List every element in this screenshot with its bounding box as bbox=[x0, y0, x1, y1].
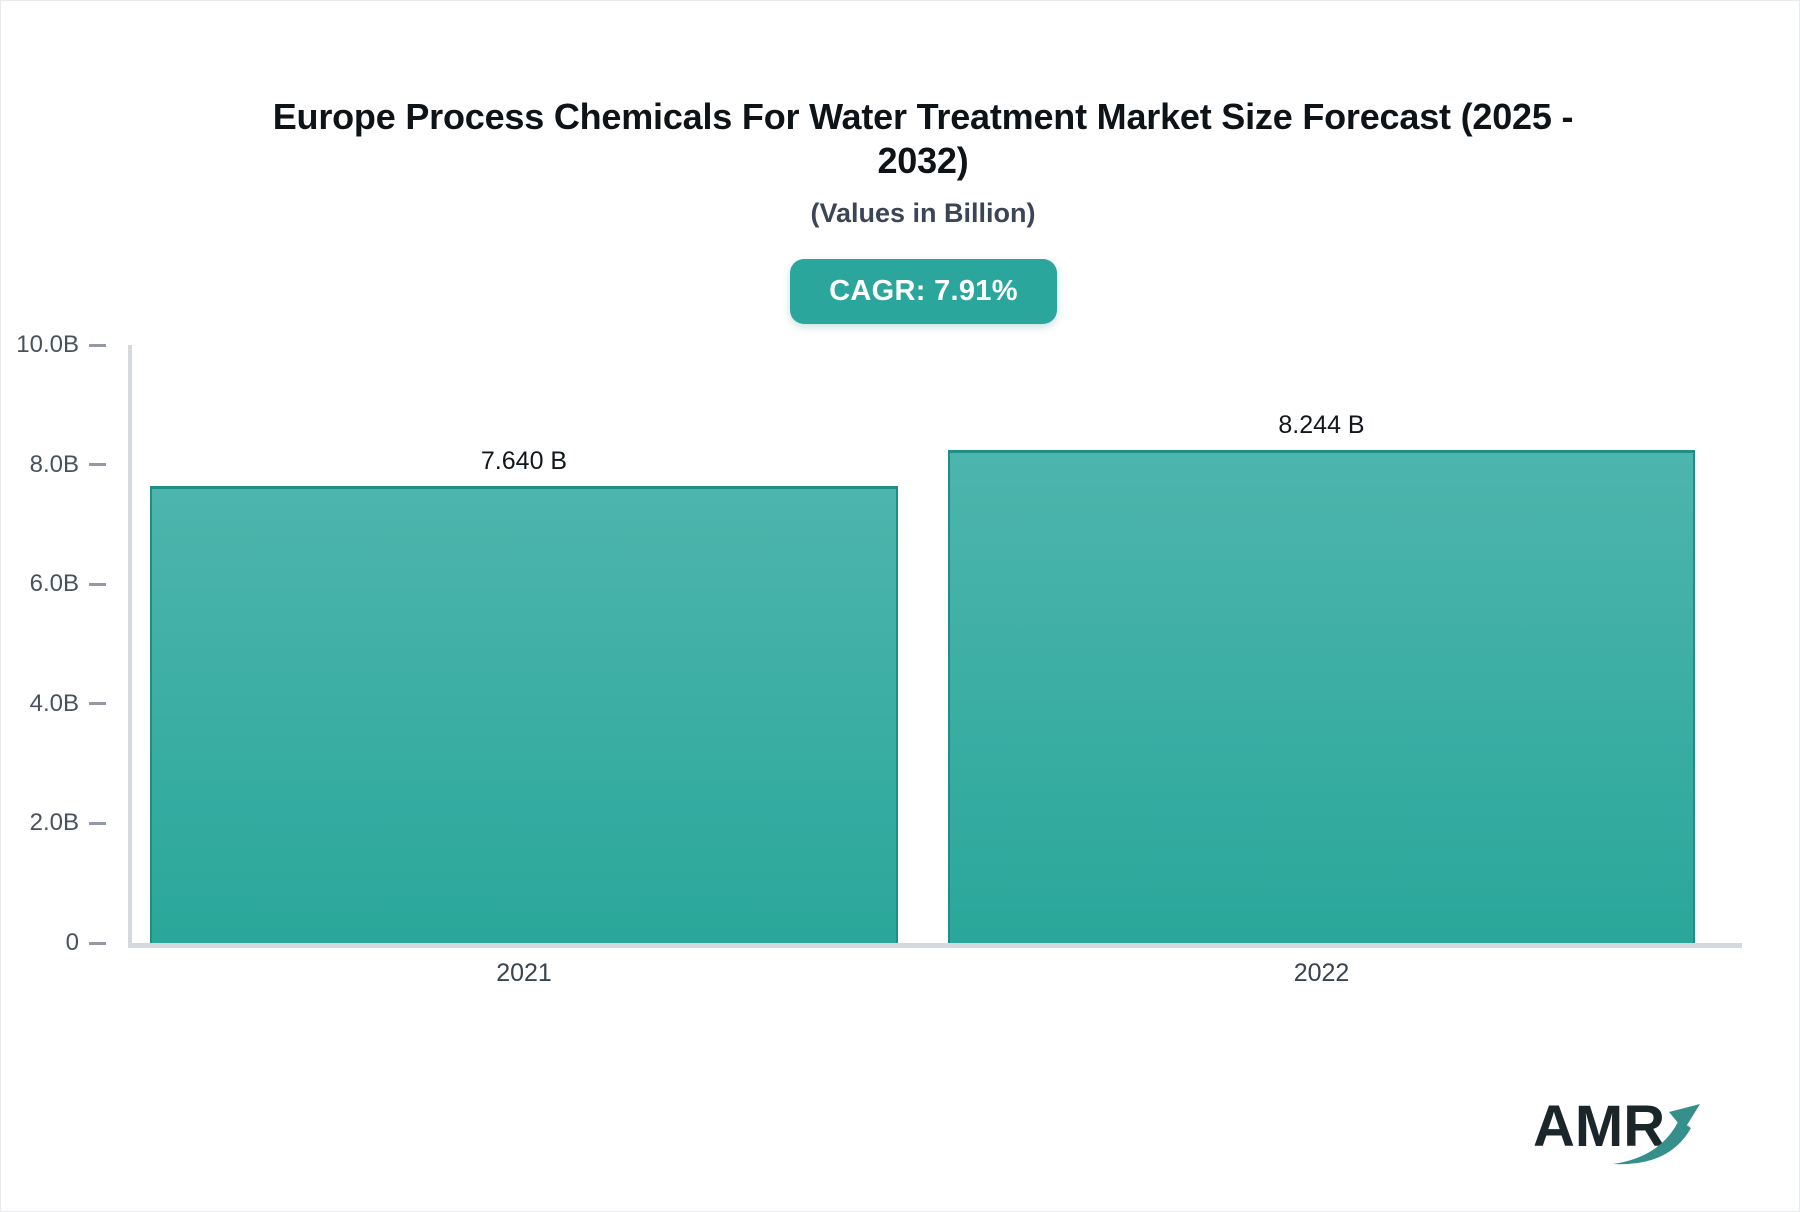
amr-logo-text: AMR bbox=[1533, 1094, 1665, 1159]
y-tick-dash bbox=[89, 582, 106, 586]
y-tick-4.0B: 4.0B bbox=[1, 690, 131, 718]
amr-logo-svg: AMR bbox=[1533, 1094, 1700, 1165]
chart-title: Europe Process Chemicals For Water Treat… bbox=[45, 95, 1799, 183]
chart-subtitle: (Values in Billion) bbox=[810, 198, 1036, 228]
y-tick-label: 4.0B bbox=[29, 689, 79, 717]
y-tick-label: 10.0B bbox=[16, 331, 79, 358]
y-tick-8.0B: 8.0B bbox=[1, 451, 131, 479]
y-tick-label: 8.0B bbox=[29, 450, 79, 478]
x-axis-label-2021: 2021 bbox=[496, 959, 552, 987]
y-tick-label: 2.0B bbox=[29, 809, 79, 837]
chart-header: Europe Process Chemicals For Water Treat… bbox=[45, 95, 1799, 229]
y-tick-dash bbox=[89, 941, 106, 945]
y-axis-line bbox=[128, 345, 132, 948]
bar-2021[interactable] bbox=[150, 486, 898, 943]
amr-logo: AMR bbox=[1523, 1083, 1733, 1178]
x-axis-label-2022: 2022 bbox=[1293, 959, 1350, 987]
bar-2022[interactable] bbox=[948, 450, 1695, 943]
bar-value-label-2022: 8.244 B bbox=[1278, 411, 1365, 439]
cagr-badge: CAGR: 7.91% bbox=[790, 259, 1057, 324]
y-tick-label: 6.0B bbox=[29, 570, 79, 598]
y-tick-label: 0 bbox=[65, 929, 79, 956]
y-tick-dash bbox=[89, 702, 106, 706]
chart-title-line1: Europe Process Chemicals For Water Treat… bbox=[272, 96, 1574, 137]
bar-value-label-2021: 7.640 B bbox=[480, 447, 568, 475]
y-tick-2.0B: 2.0B bbox=[1, 809, 131, 837]
y-axis: 10.0B 8.0B 6.0B 4.0B 2.0B 0 bbox=[1, 331, 131, 956]
y-tick-6.0B: 6.0B bbox=[1, 570, 131, 598]
y-tick-10.0B: 10.0B bbox=[1, 331, 131, 359]
chart-title-line2: 2032) bbox=[877, 140, 969, 181]
plot-area: 7.640 B 2021 8.244 B 2022 bbox=[131, 345, 1742, 987]
y-tick-dash bbox=[89, 343, 106, 347]
y-tick-0: 0 bbox=[1, 929, 131, 957]
y-tick-dash bbox=[89, 821, 106, 825]
y-tick-dash bbox=[89, 463, 106, 467]
x-axis-line bbox=[128, 943, 1742, 948]
amr-logo-arrow-head-icon bbox=[1669, 1104, 1700, 1130]
